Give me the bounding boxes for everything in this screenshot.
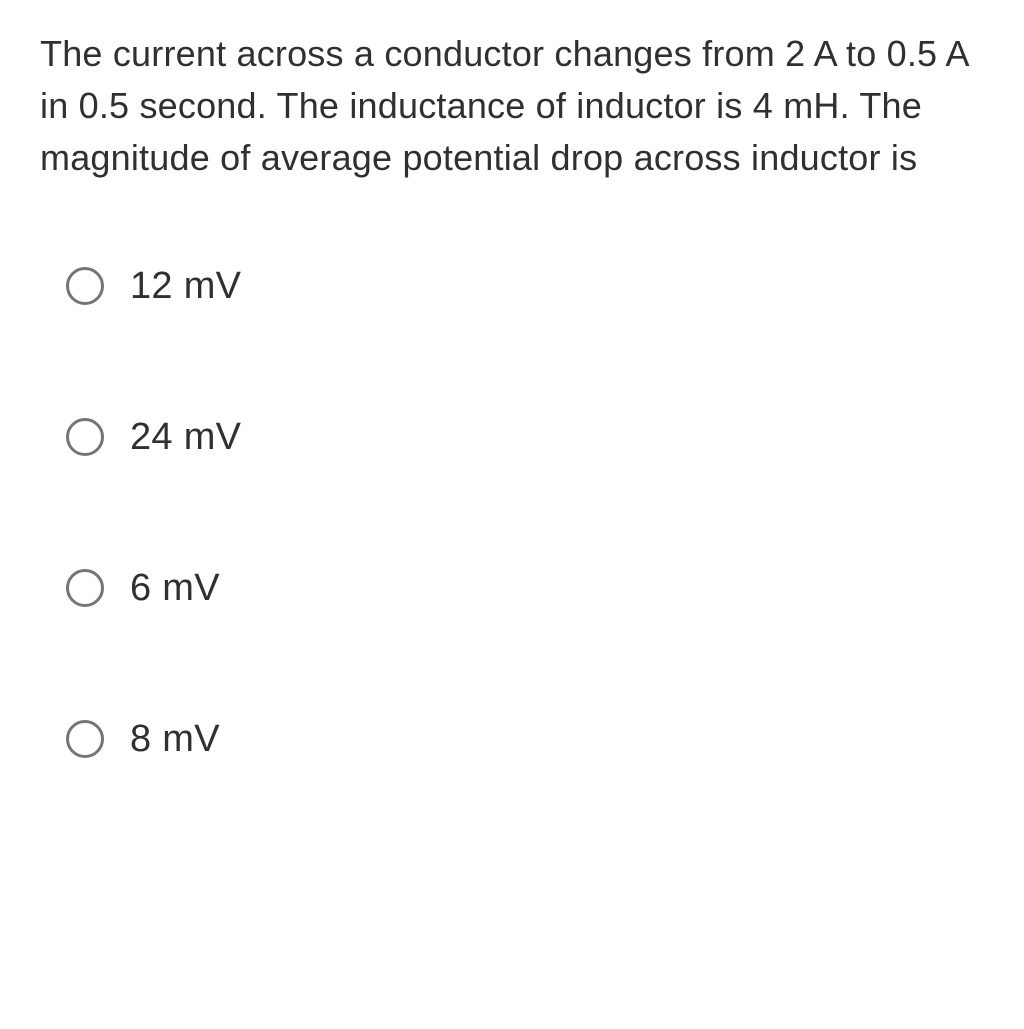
- option-label: 8 mV: [130, 718, 220, 761]
- option-row[interactable]: 8 mV: [66, 718, 984, 761]
- option-row[interactable]: 24 mV: [66, 416, 984, 459]
- option-label: 6 mV: [130, 567, 220, 610]
- question-text: The current across a conductor changes f…: [40, 28, 984, 185]
- radio-icon[interactable]: [66, 569, 104, 607]
- option-row[interactable]: 12 mV: [66, 265, 984, 308]
- option-row[interactable]: 6 mV: [66, 567, 984, 610]
- radio-icon[interactable]: [66, 720, 104, 758]
- radio-icon[interactable]: [66, 267, 104, 305]
- option-label: 24 mV: [130, 416, 241, 459]
- radio-icon[interactable]: [66, 418, 104, 456]
- options-container: 12 mV 24 mV 6 mV 8 mV: [40, 265, 984, 761]
- option-label: 12 mV: [130, 265, 241, 308]
